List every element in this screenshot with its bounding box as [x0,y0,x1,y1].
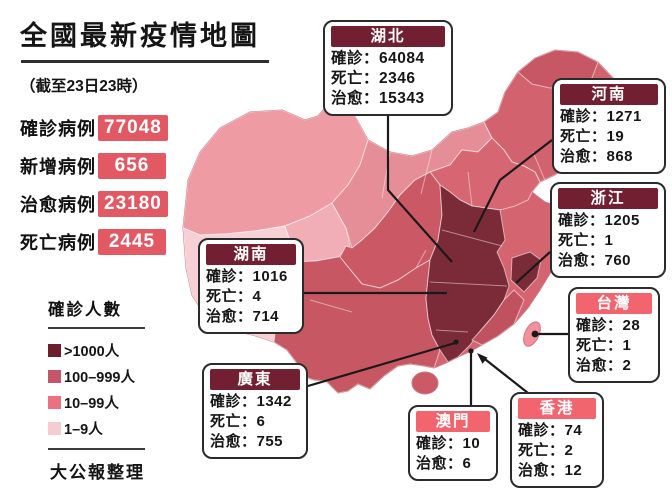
callout-header: 台灣 [576,293,652,314]
callout-row: 治愈：15343 [331,90,425,107]
callout-row: 治愈：714 [206,308,280,325]
stat-label: 治愈病例 [20,195,96,215]
callout-macau: 澳門 確診：10 治愈：6 [408,405,498,481]
stat-value-badge: 23180 [98,191,168,217]
macau-point-marker [468,348,474,354]
callout-row: 死亡：4 [206,288,262,305]
callout-row: 確診：1271 [560,108,642,125]
callout-row: 治愈：12 [518,462,583,479]
legend-item-label: >1000人 [64,343,120,360]
connector-hubei [386,114,453,263]
stat-row-deaths: 死亡病例 2445 [20,229,166,255]
connector-zhejiang [515,251,551,284]
callout-header: 廣東 [210,369,300,390]
callout-row: 確診：1016 [206,268,288,285]
legend-item-label: 1–9人 [64,421,103,438]
callout-row: 確診：10 [416,435,481,452]
callout-row: 確診：28 [576,317,641,334]
legend-divider [48,327,145,329]
legend-swatch-pink [48,395,61,409]
callout-row: 治愈：760 [558,252,632,269]
legend-divider [48,448,145,450]
stat-value-badge: 656 [98,153,166,179]
map-region-fujian [471,289,525,346]
callout-row: 確診：64084 [331,50,425,67]
callout-zhejiang: 浙江 確診：1205 死亡：1 治愈：760 [550,182,666,278]
legend-item: 100–999人 [48,363,166,389]
callout-header: 浙江 [558,188,658,209]
legend: 確診人數 >1000人 100–999人 10–99人 1–9人 [48,296,166,458]
callout-row: 死亡：2 [518,442,574,459]
callout-row: 治愈：6 [416,455,472,472]
callout-row: 死亡：1 [558,232,614,249]
callout-row: 死亡：19 [560,128,625,145]
callout-row: 死亡：6 [210,413,266,430]
callout-header: 湖北 [331,26,445,47]
callout-header: 澳門 [416,411,490,432]
callout-row: 確診：74 [518,422,583,439]
callout-taiwan: 台灣 確診：28 死亡：1 治愈：2 [568,287,660,383]
stat-row-confirmed: 確診病例 77048 [20,115,168,141]
legend-swatch-light [48,421,61,435]
callout-row: 治愈：755 [210,433,284,450]
stat-label: 死亡病例 [20,233,96,253]
stat-row-new: 新增病例 656 [20,153,166,179]
page-title: 全國最新疫情地圖 [20,21,260,51]
callout-henan: 河南 確診：1271 死亡：19 治愈：868 [552,78,666,174]
callout-row: 確診：1342 [210,393,292,410]
callout-header: 湖南 [206,244,296,265]
callout-hongkong: 香港 確診：74 死亡：2 治愈：12 [510,392,604,488]
legend-item-label: 100–999人 [64,369,135,386]
callout-row: 治愈：868 [560,148,634,165]
stat-value-badge: 77048 [98,115,168,141]
connector-henan [473,139,553,233]
hongkong-arrowhead [477,353,488,364]
stat-row-cured: 治愈病例 23180 [20,191,168,217]
callout-row: 治愈：2 [576,357,632,374]
title-underline [21,60,269,63]
legend-item: 1–9人 [48,415,166,441]
guangdong-point-marker [453,339,459,345]
taiwan-point-marker [531,330,539,338]
callout-hubei: 湖北 確診：64084 死亡：2346 治愈：15343 [323,20,453,116]
callout-row: 死亡：1 [576,337,632,354]
callout-header: 香港 [518,398,596,419]
callout-row: 確診：1205 [558,212,640,229]
legend-swatch-dark [48,343,61,357]
legend-title: 確診人數 [48,301,122,319]
legend-swatch-medium [48,369,61,383]
callout-header: 河南 [560,84,658,105]
legend-item: >1000人 [48,337,166,363]
source-credit: 大公報整理 [50,463,145,482]
stat-label: 確診病例 [20,119,96,139]
legend-item-label: 10–99人 [64,395,119,412]
map-region-hainan [411,371,439,395]
stat-value-badge: 2445 [98,229,166,255]
connector-guangdong [307,341,456,388]
legend-item: 10–99人 [48,389,166,415]
callout-hunan: 湖南 確診：1016 死亡：4 治愈：714 [198,238,304,334]
subtitle-cutoff-time: （截至23日23時） [20,78,148,95]
callout-guangdong: 廣東 確診：1342 死亡：6 治愈：755 [202,363,308,459]
callout-row: 死亡：2346 [331,70,416,87]
connector-hongkong [480,355,529,394]
stat-label: 新增病例 [20,157,96,177]
